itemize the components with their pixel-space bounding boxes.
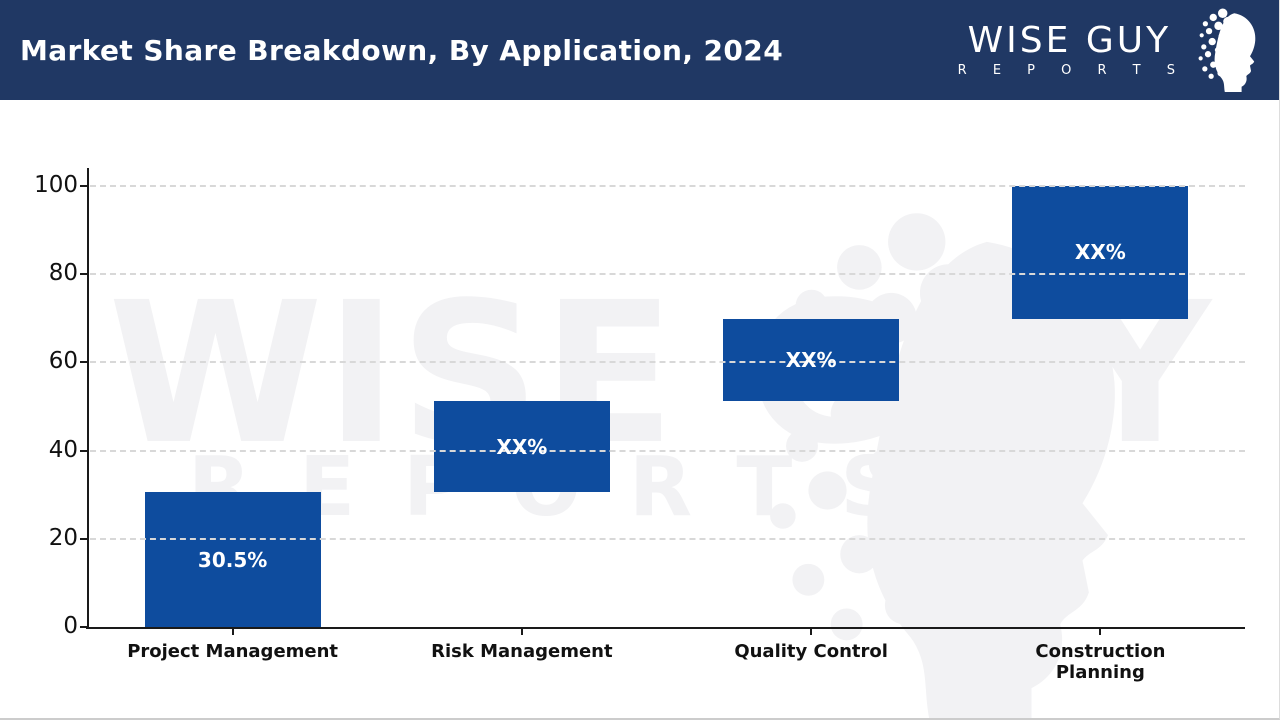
- x-axis-spine: [86, 627, 1245, 629]
- y-tick-label: 40: [48, 436, 78, 463]
- grid-line: [90, 361, 1245, 364]
- grid-line: [90, 185, 1245, 187]
- bar-segment: [144, 492, 321, 627]
- logo-face-icon: [1198, 8, 1256, 92]
- grid-line: [90, 537, 1245, 540]
- category-label: Project Management: [127, 641, 339, 662]
- y-tick-mark: [80, 449, 88, 452]
- category-label: Quality Control: [734, 641, 888, 662]
- x-tick-mark: [810, 627, 813, 635]
- y-axis-spine: [87, 168, 89, 629]
- logo-subtext: R E P O R T S: [957, 63, 1186, 78]
- y-tick-label: 60: [48, 348, 78, 375]
- bar-value-label: XX%: [785, 347, 837, 372]
- y-tick-mark: [80, 361, 88, 364]
- y-tick-mark: [80, 273, 88, 276]
- y-tick-label: 0: [63, 613, 78, 639]
- page-title: Market Share Breakdown, By Application, …: [20, 33, 784, 67]
- logo-text: WISE GUY R E P O R T S: [953, 20, 1186, 79]
- x-tick-mark: [1099, 627, 1102, 635]
- bar-value-label: XX%: [496, 434, 548, 459]
- x-tick-mark: [231, 627, 234, 635]
- y-tick-label: 100: [34, 172, 78, 198]
- category-label: Construction Planning: [1035, 641, 1166, 683]
- header-band: Market Share Breakdown, By Application, …: [0, 0, 1279, 100]
- y-tick-mark: [80, 626, 88, 628]
- y-tick-mark: [80, 185, 88, 187]
- y-tick-label: 20: [48, 524, 78, 551]
- category-label: Risk Management: [431, 641, 613, 662]
- wiseguy-logo: WISE GUY R E P O R T S: [953, 8, 1279, 92]
- x-tick-mark: [520, 627, 523, 635]
- bar-segment: [433, 401, 610, 493]
- y-tick-label: 80: [48, 260, 78, 287]
- y-tick-mark: [80, 537, 88, 540]
- bar-value-label: 30.5%: [197, 547, 268, 572]
- grid-line: [90, 449, 1245, 452]
- grid-line: [90, 273, 1245, 276]
- logo-wordmark: WISE GUY: [967, 20, 1172, 61]
- bar-value-label: XX%: [1074, 240, 1126, 265]
